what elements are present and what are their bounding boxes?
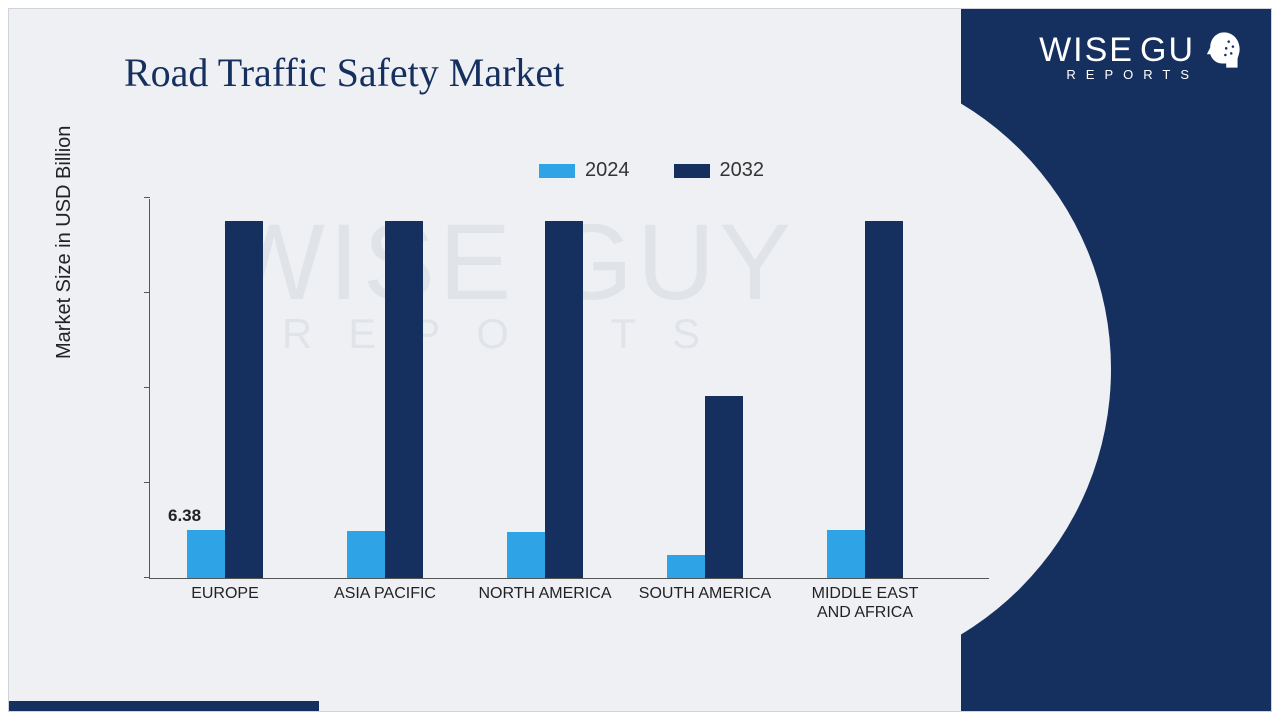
bottom-accent-bar [9, 701, 319, 711]
bar-group: EUROPE6.38 [170, 221, 280, 578]
bar-2032 [865, 221, 903, 578]
value-label: 6.38 [168, 506, 201, 526]
legend-item-2024: 2024 [539, 159, 630, 182]
y-tick [144, 292, 150, 293]
bar-2032 [545, 221, 583, 578]
bar-2024 [347, 531, 385, 578]
chart-card: WISE GU REPORTS Road Traffic Safety Mark… [8, 8, 1272, 712]
right-color-panel [961, 9, 1271, 711]
bar-2024 [187, 530, 225, 578]
bar-group: SOUTH AMERICA [650, 396, 760, 578]
bar-group: NORTH AMERICA [490, 221, 600, 578]
y-tick [144, 577, 150, 578]
plot-region: EUROPE6.38 ASIA PACIFIC NORTH AMERICA SOUTH… [149, 199, 989, 579]
category-label: MIDDLE EAST AND AFRICA [795, 584, 935, 622]
bar-2032 [225, 221, 263, 578]
chart-area: Market Size in USD Billion 2024 2032 EUR… [69, 159, 989, 679]
bar-2024 [827, 530, 865, 578]
brand-text-gu: GU [1140, 31, 1195, 70]
legend-label-2024: 2024 [585, 159, 630, 182]
chart-title: Road Traffic Safety Market [124, 49, 564, 96]
category-label: ASIA PACIFIC [315, 584, 455, 603]
category-label: NORTH AMERICA [475, 584, 615, 603]
bar-2024 [667, 555, 705, 578]
bar-2032 [385, 221, 423, 578]
bar-group: ASIA PACIFIC [330, 221, 440, 578]
category-label: EUROPE [155, 584, 295, 603]
y-axis-label: Market Size in USD Billion [53, 126, 76, 359]
bar-group: MIDDLE EAST AND AFRICA [810, 221, 920, 578]
legend: 2024 2032 [539, 159, 764, 182]
legend-label-2032: 2032 [720, 159, 765, 182]
legend-item-2032: 2032 [674, 159, 765, 182]
y-tick [144, 197, 150, 198]
head-icon [1201, 29, 1243, 71]
brand-logo: WISE GU REPORTS [1039, 29, 1243, 82]
bar-2032 [705, 396, 743, 578]
legend-swatch-2024 [539, 164, 575, 178]
bar-2024 [507, 532, 545, 578]
y-tick [144, 387, 150, 388]
y-tick [144, 482, 150, 483]
brand-text-wise: WISE [1039, 31, 1134, 70]
legend-swatch-2032 [674, 164, 710, 178]
category-label: SOUTH AMERICA [635, 584, 775, 603]
